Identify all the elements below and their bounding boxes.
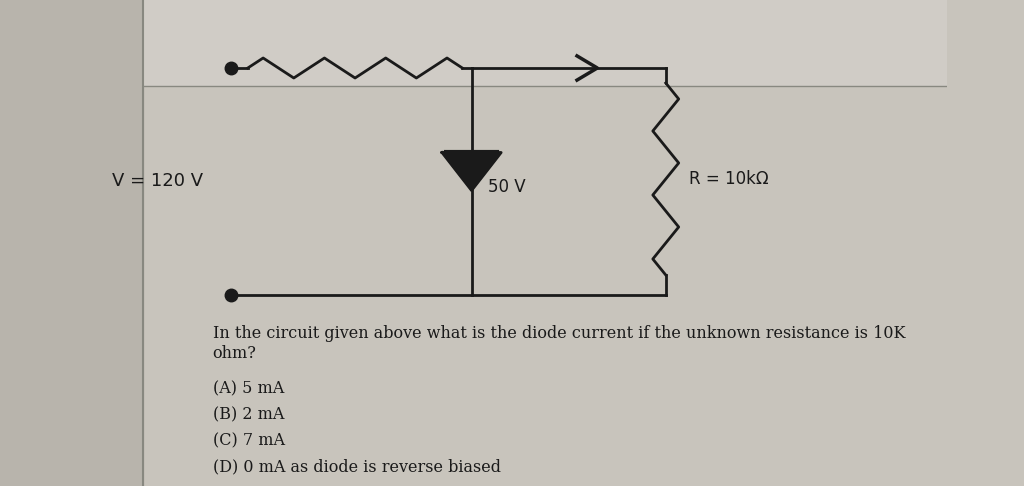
- Text: In the circuit given above what is the diode current if the unknown resistance i: In the circuit given above what is the d…: [213, 325, 905, 362]
- Bar: [0, 0, 143, 486]
- Text: (D) 0 mA as diode is reverse biased: (D) 0 mA as diode is reverse biased: [213, 458, 501, 475]
- Text: (C) 7 mA: (C) 7 mA: [213, 432, 285, 449]
- Polygon shape: [442, 153, 501, 191]
- Text: (A) 5 mA: (A) 5 mA: [213, 380, 284, 397]
- Text: V = 120 V: V = 120 V: [113, 173, 204, 191]
- Text: 50 V: 50 V: [488, 177, 526, 195]
- Text: (B) 2 mA: (B) 2 mA: [213, 406, 284, 423]
- Text: R = 10kΩ: R = 10kΩ: [689, 170, 768, 188]
- Bar: [143, 0, 947, 86]
